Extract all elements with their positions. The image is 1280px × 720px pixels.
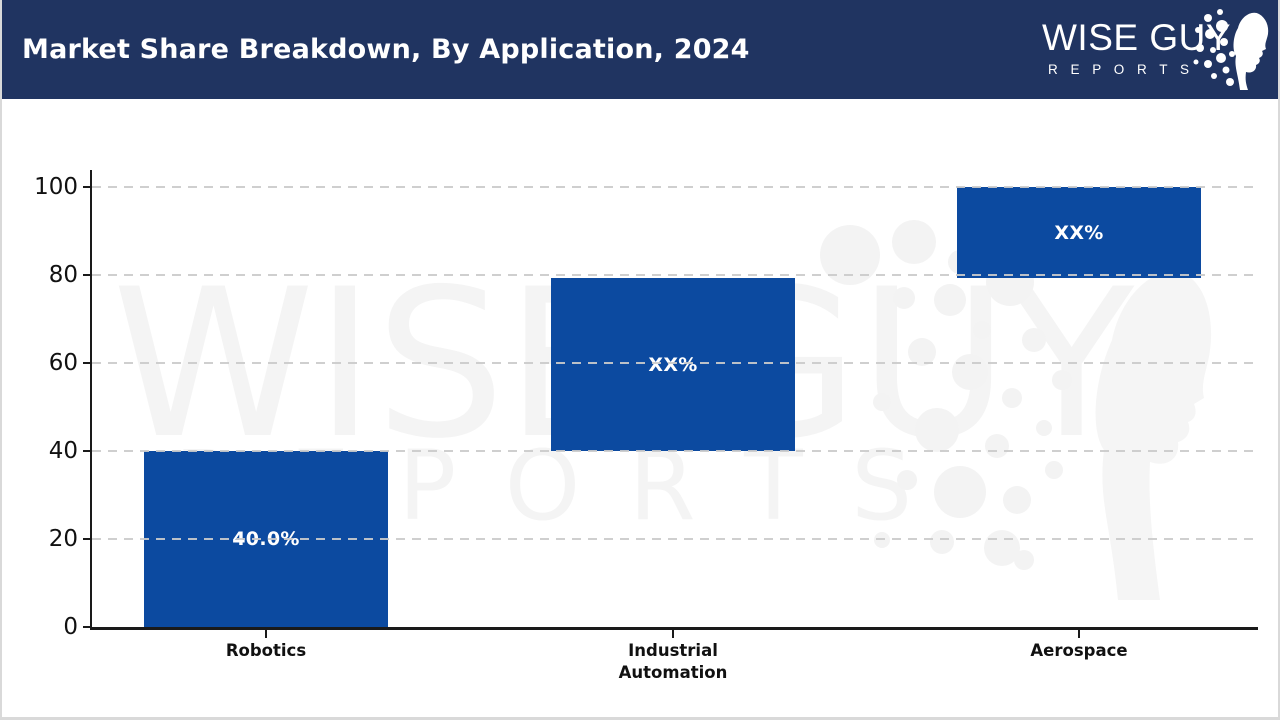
x-category-label: Robotics [225,641,307,660]
y-tick-100 [83,186,91,188]
header-bar: Market Share Breakdown, By Application, … [2,0,1278,99]
gridline-40 [92,450,1258,452]
bar-aerospace: XX% [957,187,1201,279]
x-category-label: Industrial Automation [618,641,728,682]
y-tick-label-100: 100 [34,174,78,200]
logo-face-dots [1193,8,1235,86]
x-tick-0 [265,630,267,638]
wiseguy-logo: WISE GUY R E P O R T S [1000,4,1272,96]
gridline-60 [92,362,1258,364]
y-tick-20 [83,538,91,540]
y-tick-label-80: 80 [48,262,78,288]
bar-value-label: XX% [648,353,698,376]
gridline-100 [92,186,1258,188]
y-tick-label-60: 60 [48,350,78,376]
y-tick-40 [83,450,91,452]
y-tick-80 [83,274,91,276]
y-tick-label-40: 40 [48,438,78,464]
bar-value-label: XX% [1054,221,1104,244]
y-tick-60 [83,362,91,364]
logo-face-profile [1233,12,1269,90]
logo-reports: R E P O R T S [1048,62,1194,77]
logo-wordmark: WISE GUY [1042,17,1231,58]
watermark-face-profile [1095,271,1212,600]
x-axis-line [90,627,1258,630]
gridline-80 [92,274,1258,276]
y-axis-line [90,170,92,629]
gridline-20 [92,538,1258,540]
y-tick-label-20: 20 [48,526,78,552]
y-tick-label-0: 0 [63,614,78,640]
x-category-label: Aerospace [1030,641,1128,660]
x-tick-2 [1078,630,1080,638]
chart-title: Market Share Breakdown, By Application, … [22,34,750,65]
y-tick-0 [83,626,91,628]
x-tick-1 [672,630,674,638]
bar-industrial-automation: XX% [551,278,795,451]
